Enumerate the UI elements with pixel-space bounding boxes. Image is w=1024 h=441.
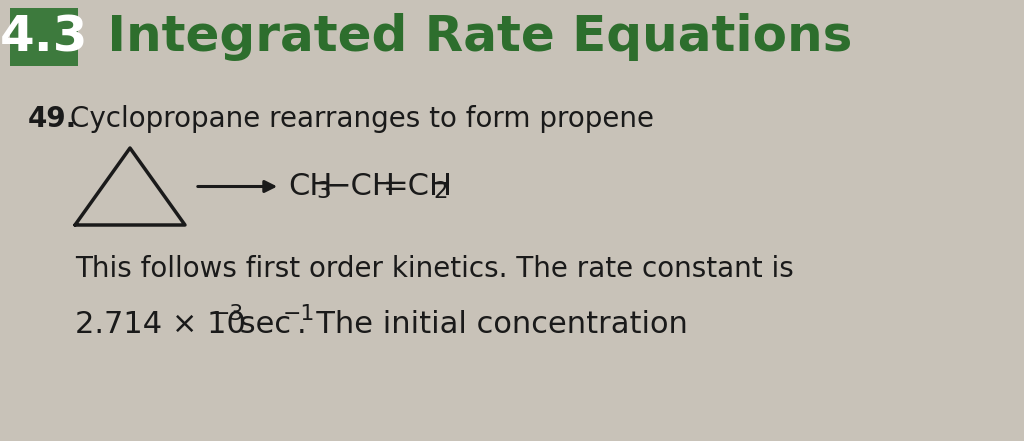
Text: −3: −3 — [212, 304, 245, 324]
Text: −1: −1 — [283, 304, 315, 324]
Text: CH: CH — [288, 172, 333, 201]
FancyBboxPatch shape — [10, 8, 78, 66]
Text: 4.3: 4.3 — [0, 13, 88, 61]
Text: . The initial concentration: . The initial concentration — [297, 310, 688, 339]
Text: sec: sec — [230, 310, 291, 339]
Text: Cyclopropane rearranges to form propene: Cyclopropane rearranges to form propene — [70, 105, 654, 133]
Text: 2: 2 — [433, 180, 447, 203]
Text: 49.: 49. — [28, 105, 77, 133]
Text: −CH: −CH — [326, 172, 396, 201]
Text: 2.714 × 10: 2.714 × 10 — [75, 310, 246, 339]
Text: Integrated Rate Equations: Integrated Rate Equations — [90, 13, 852, 61]
Text: =CH: =CH — [383, 172, 453, 201]
Text: This follows first order kinetics. The rate constant is: This follows first order kinetics. The r… — [75, 255, 794, 283]
Text: 3: 3 — [316, 180, 331, 203]
